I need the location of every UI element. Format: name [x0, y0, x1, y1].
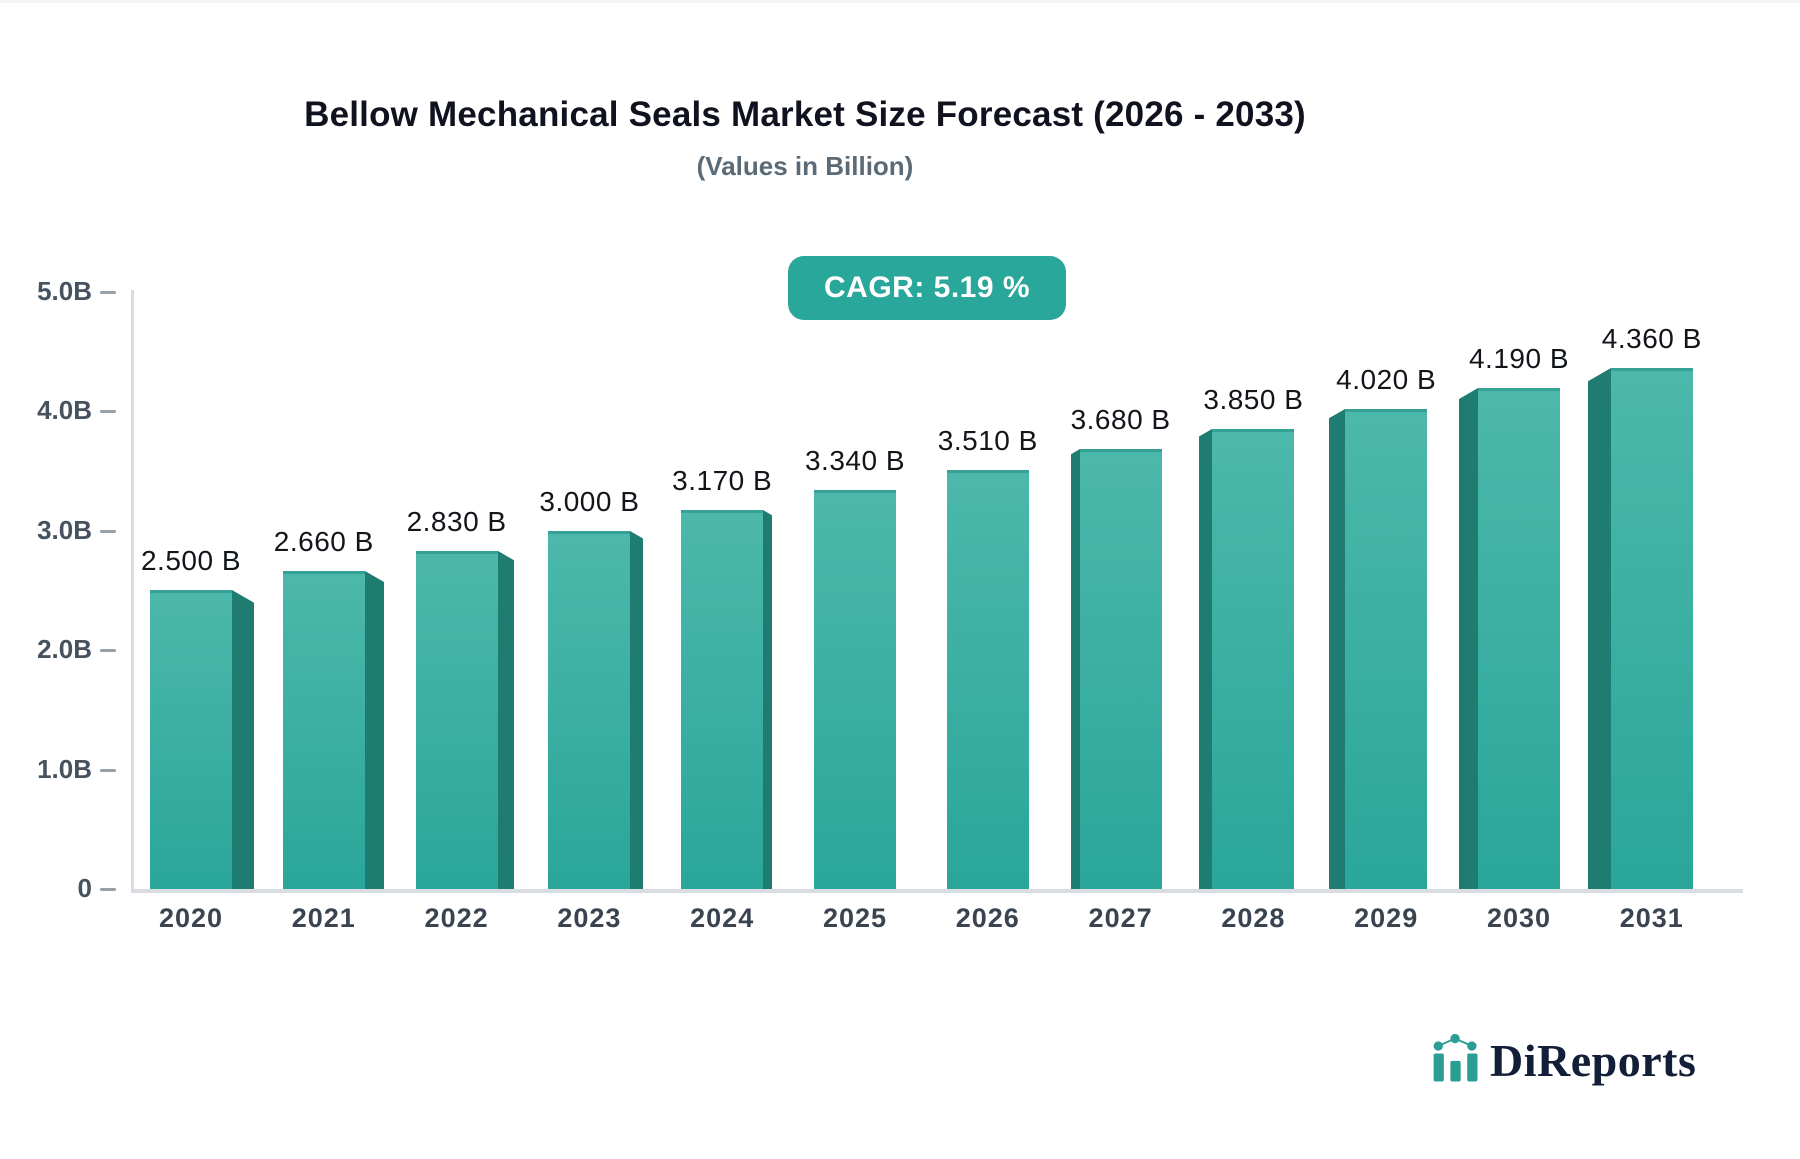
bar-front-face	[1079, 449, 1162, 889]
bar-front-face	[415, 550, 498, 889]
y-axis-tick-label: 4.0B	[37, 395, 92, 425]
bar-front-face	[1610, 367, 1693, 889]
bar-front-face	[1478, 388, 1560, 889]
y-axis-line	[131, 290, 134, 892]
chart-title: Bellow Mechanical Seals Market Size Fore…	[304, 95, 1306, 134]
bar-front-face	[150, 590, 232, 889]
x-axis-tick-label: 2020	[158, 903, 224, 933]
bar-2029	[1329, 408, 1428, 889]
bar-side-face	[497, 550, 514, 889]
bar-front-face	[282, 571, 365, 889]
bar-2028	[1199, 428, 1295, 889]
x-axis-tick-label: 2031	[1619, 903, 1684, 933]
bar-2025	[814, 489, 896, 889]
bar-value-label: 3.680 B	[1070, 404, 1171, 436]
bar-side-face	[1199, 428, 1213, 889]
logo-wordmark: DiReports	[1490, 1034, 1697, 1086]
y-axis-tick-mark	[100, 649, 116, 652]
bar-side-face	[232, 590, 254, 889]
x-axis-line	[131, 889, 1743, 893]
chart-subtitle: (Values in Billion)	[696, 151, 914, 181]
x-axis-tick-label: 2029	[1354, 903, 1419, 933]
y-axis-tick-label: 2.0B	[37, 634, 92, 664]
bar-side-face	[1329, 408, 1346, 889]
bar-side-face	[1587, 367, 1611, 889]
bar-2030	[1459, 388, 1560, 889]
y-axis-tick-mark	[100, 529, 116, 533]
cagr-badge: CAGR: 5.19 %	[788, 256, 1067, 320]
bar-side-face	[1070, 449, 1080, 889]
bar-side-face	[1459, 388, 1478, 889]
bar-2023	[548, 530, 644, 889]
y-axis-tick-mark	[100, 290, 116, 294]
bar-front-face	[814, 489, 896, 889]
bar-value-label: 3.000 B	[539, 485, 640, 517]
bar-front-face	[681, 510, 764, 889]
x-axis-tick-label: 2030	[1486, 903, 1552, 933]
x-axis-tick-label: 2028	[1221, 903, 1286, 933]
y-axis-tick-label: 0	[77, 873, 92, 903]
bar-value-label: 3.170 B	[672, 465, 773, 497]
y-axis-tick-label: 1.0B	[37, 753, 92, 784]
x-axis-tick-label: 2025	[822, 903, 888, 933]
bar-2024	[681, 510, 773, 889]
x-axis-tick-label: 2024	[690, 903, 755, 933]
bar-2031	[1587, 367, 1693, 889]
y-axis-tick-mark	[100, 768, 116, 772]
y-axis-tick-mark	[100, 888, 116, 891]
direports-logo: DiReports	[1428, 1031, 1696, 1089]
x-axis-tick-label: 2026	[955, 903, 1020, 933]
bar-2021	[282, 571, 384, 889]
bar-value-label: 3.340 B	[804, 444, 906, 476]
bar-front-face	[1345, 408, 1428, 889]
bar-value-label: 3.850 B	[1203, 383, 1304, 415]
bar-side-face	[364, 571, 384, 889]
bar-value-label: 3.510 B	[937, 424, 1038, 456]
bar-2022	[415, 550, 514, 889]
y-axis-tick-label: 5.0B	[37, 275, 92, 306]
bar-side-face	[630, 530, 644, 889]
bar-value-label: 2.660 B	[273, 526, 374, 558]
y-axis-tick-mark	[100, 410, 116, 413]
bar-2027	[1070, 449, 1162, 889]
bar-value-label: 4.190 B	[1468, 343, 1570, 375]
x-axis-tick-label: 2022	[424, 903, 489, 933]
bar-2020	[150, 590, 254, 889]
bar-front-face	[548, 530, 631, 889]
y-axis-tick-label: 3.0B	[37, 514, 92, 545]
x-axis-tick-label: 2021	[291, 903, 356, 933]
bar-front-face	[946, 469, 1029, 889]
x-axis-tick-label: 2027	[1088, 903, 1153, 933]
bar-value-label: 4.360 B	[1601, 322, 1702, 354]
bar-value-label: 4.020 B	[1336, 363, 1437, 395]
bar-side-face	[763, 510, 773, 889]
x-axis-tick-label: 2023	[557, 903, 622, 933]
bar-2026	[946, 469, 1029, 889]
bar-value-label: 2.500 B	[140, 545, 242, 577]
bar-front-face	[1212, 428, 1295, 889]
mini-bar-line-chart-icon	[1433, 1033, 1478, 1082]
bar-value-label: 2.830 B	[406, 505, 507, 537]
